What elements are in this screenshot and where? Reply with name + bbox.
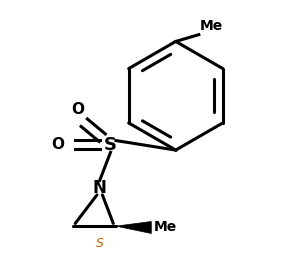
Text: O: O	[51, 137, 64, 152]
Text: Me: Me	[154, 221, 177, 235]
Text: O: O	[71, 102, 84, 117]
Polygon shape	[116, 221, 151, 233]
Text: S: S	[104, 136, 117, 154]
Text: S: S	[96, 237, 104, 250]
Text: Me: Me	[200, 19, 223, 33]
Text: N: N	[93, 179, 107, 197]
